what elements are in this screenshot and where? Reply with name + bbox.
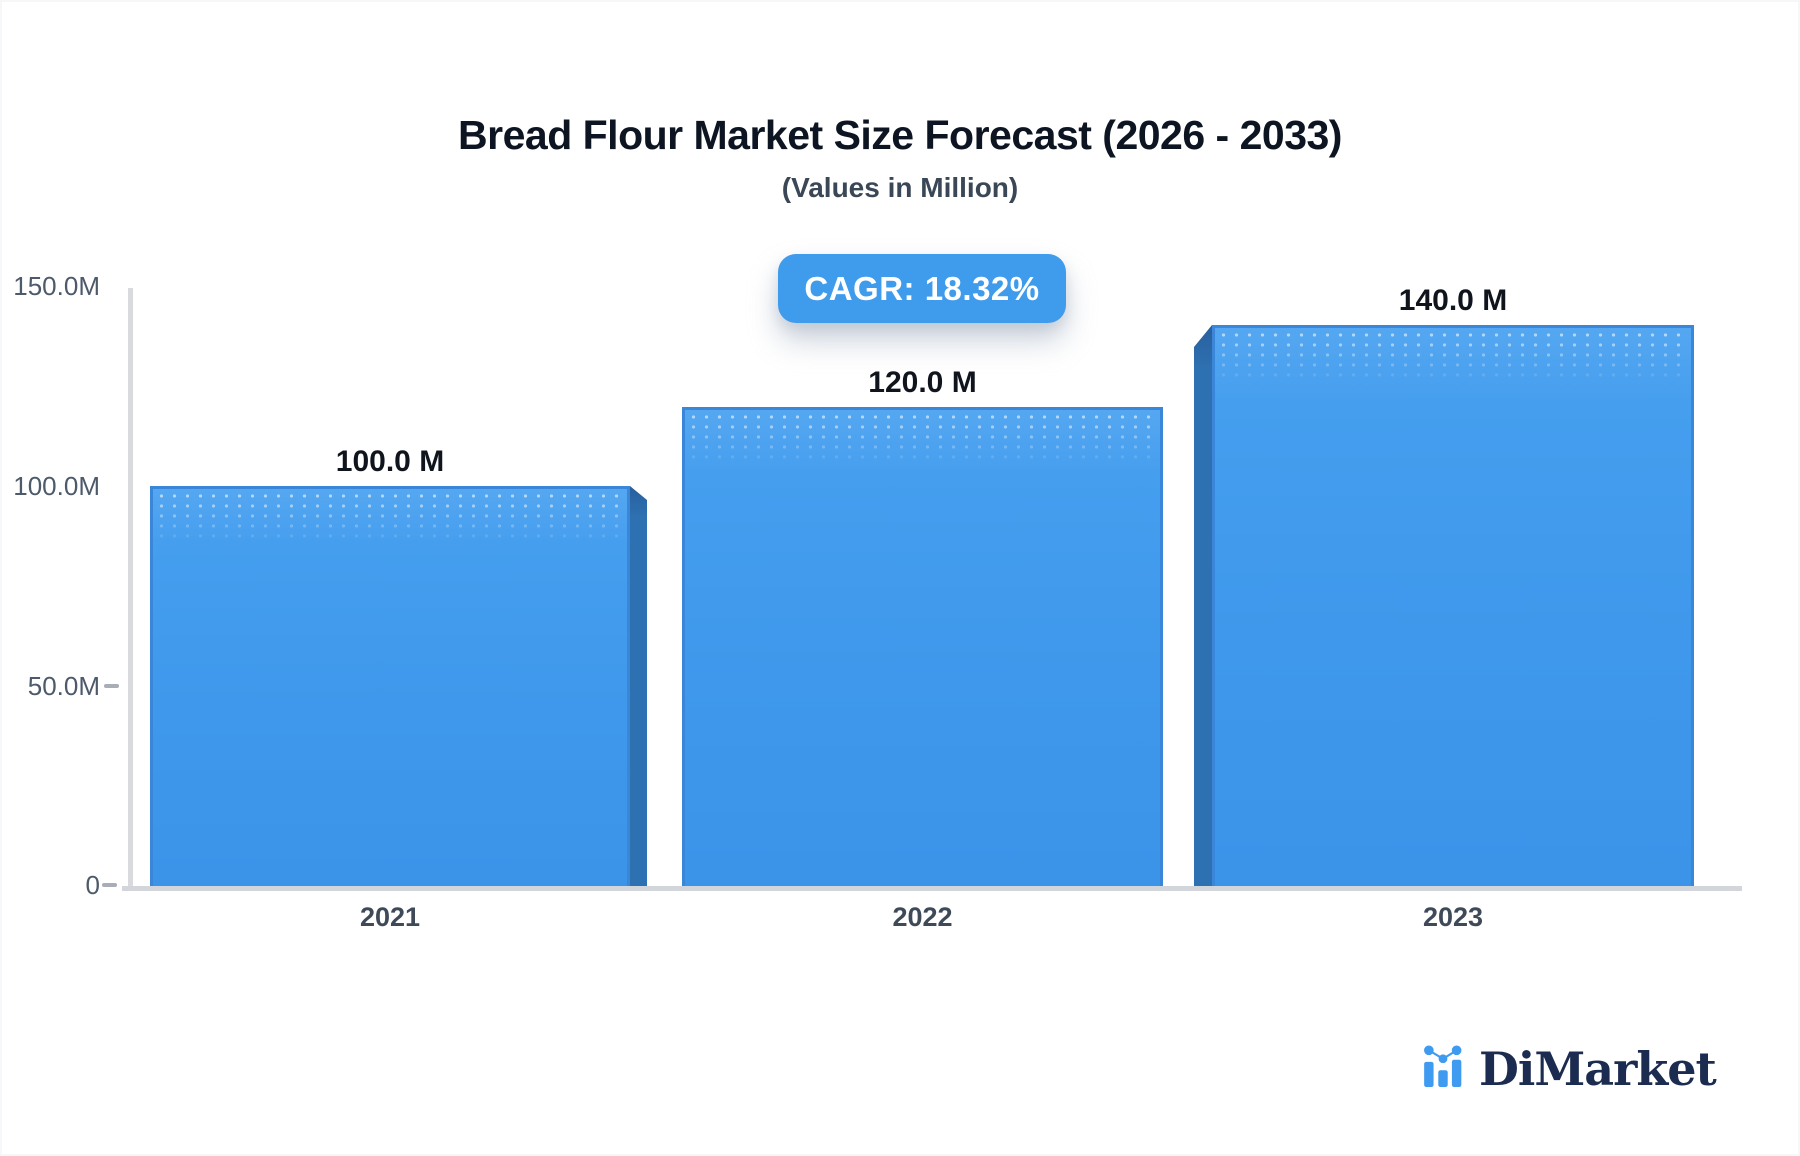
- chart-subtitle: (Values in Million): [781, 172, 1019, 203]
- bar-2021: [150, 486, 630, 886]
- bar-2021-value-label: 100.0 M: [335, 445, 445, 478]
- bar-2023-side-face: [1194, 325, 1212, 886]
- y-tick-100: 100.0M: [13, 471, 100, 501]
- bar-2021-dot-pattern: [155, 491, 625, 547]
- y-tick-mark-0: [102, 883, 117, 887]
- y-tick-mark-50: [104, 684, 119, 688]
- cagr-badge-label: CAGR: 18.32%: [804, 269, 1040, 307]
- bar-2023: [1212, 325, 1694, 886]
- cagr-badge: CAGR: 18.32%: [778, 254, 1066, 323]
- brand-name: DiMarket: [1479, 1042, 1717, 1096]
- bar-2023-value-label: 140.0 M: [1398, 284, 1508, 317]
- bar-2023-dot-pattern: [1217, 330, 1689, 386]
- bar-chart-trend-icon: [1422, 1043, 1464, 1092]
- x-axis-line: [122, 886, 1742, 891]
- bar-2022-value-label: 120.0 M: [868, 366, 977, 399]
- x-tick-2021: 2021: [359, 902, 421, 932]
- y-axis-line: [128, 288, 133, 886]
- chart-title: Bread Flour Market Size Forecast (2026 -…: [458, 112, 1342, 158]
- x-tick-2022: 2022: [892, 902, 953, 932]
- brand-logo: DiMarket: [1422, 1042, 1717, 1096]
- x-tick-2023: 2023: [1422, 902, 1484, 932]
- y-tick-150: 150.0M: [13, 271, 100, 301]
- bar-2022: [682, 407, 1163, 886]
- bar-2022-dot-pattern: [687, 412, 1158, 468]
- y-tick-0: 0: [85, 870, 100, 900]
- bar-2021-side-face: [630, 486, 647, 888]
- y-tick-50: 50.0M: [27, 671, 100, 701]
